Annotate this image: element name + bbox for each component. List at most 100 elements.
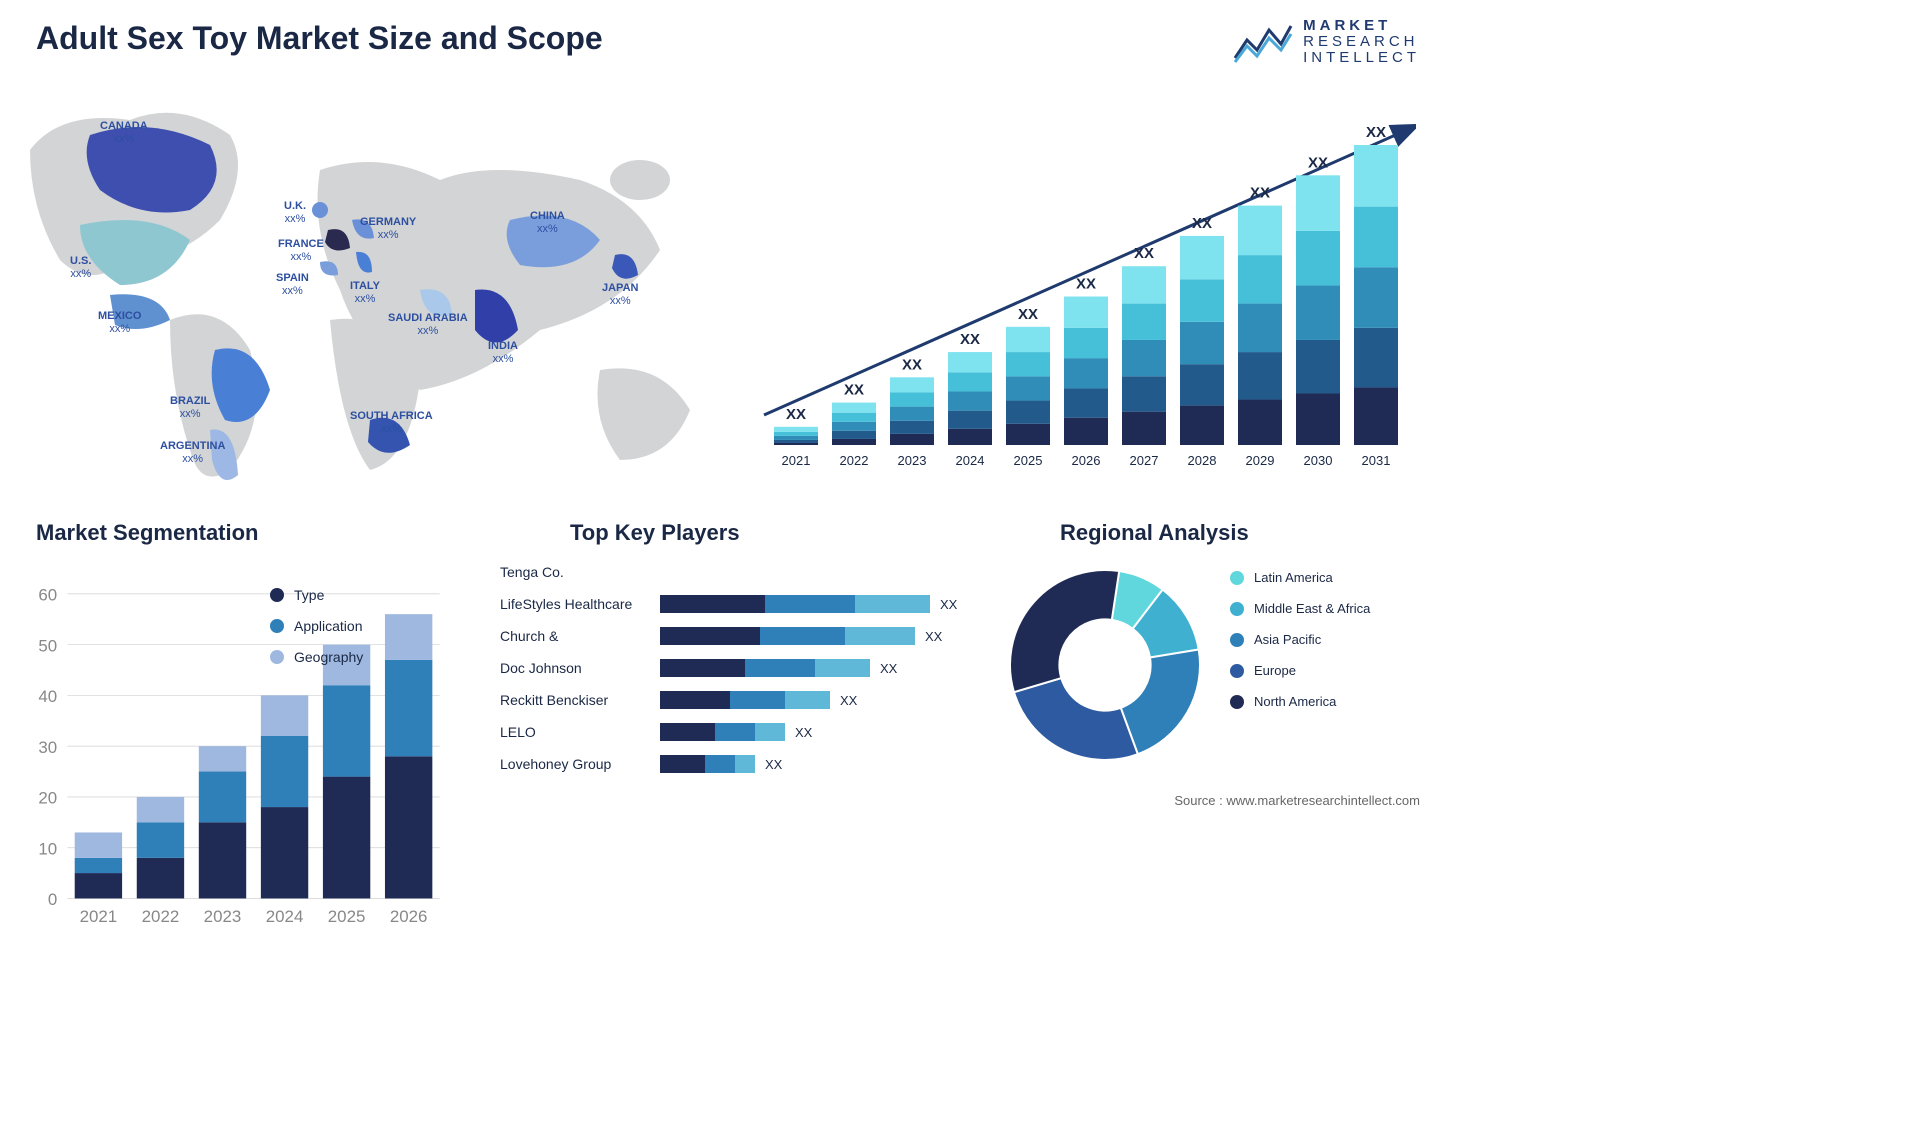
world-map: CANADAxx%U.S.xx%MEXICOxx%BRAZILxx%ARGENT…: [20, 90, 720, 500]
player-value: XX: [925, 629, 942, 644]
map-label-france: FRANCExx%: [278, 238, 324, 263]
svg-text:2021: 2021: [80, 907, 118, 926]
player-name: Church &: [500, 628, 660, 644]
segmentation-title: Market Segmentation: [36, 520, 259, 546]
svg-text:2029: 2029: [1246, 453, 1275, 468]
players-title: Top Key Players: [570, 520, 740, 546]
svg-text:2028: 2028: [1188, 453, 1217, 468]
player-value: XX: [940, 597, 957, 612]
svg-text:XX: XX: [960, 331, 980, 348]
map-label-india: INDIAxx%: [488, 340, 518, 365]
svg-text:20: 20: [38, 789, 57, 808]
player-row: Doc Johnson XX: [500, 652, 980, 684]
map-label-saudi-arabia: SAUDI ARABIAxx%: [388, 312, 468, 337]
player-name: Lovehoney Group: [500, 756, 660, 772]
svg-text:XX: XX: [1366, 124, 1386, 141]
map-label-south-africa: SOUTH AFRICAxx%: [350, 410, 433, 435]
svg-text:2021: 2021: [782, 453, 811, 468]
brand-logo: MARKET RESEARCH INTELLECT: [1233, 18, 1420, 65]
svg-text:XX: XX: [1134, 245, 1154, 262]
segmentation-legend: TypeApplicationGeography: [270, 580, 363, 672]
svg-text:2027: 2027: [1130, 453, 1159, 468]
svg-text:2024: 2024: [266, 907, 304, 926]
logo-mark-icon: [1233, 20, 1293, 64]
svg-text:2024: 2024: [956, 453, 985, 468]
svg-text:XX: XX: [1018, 306, 1038, 323]
player-bar: [660, 755, 755, 773]
regional-title: Regional Analysis: [1060, 520, 1249, 546]
svg-text:60: 60: [38, 586, 57, 605]
player-row: Reckitt Benckiser XX: [500, 684, 980, 716]
svg-text:50: 50: [38, 636, 57, 655]
regional-legend-item: North America: [1230, 694, 1370, 711]
player-row: Lovehoney Group XX: [500, 748, 980, 780]
svg-text:2022: 2022: [142, 907, 180, 926]
regional-legend-item: Europe: [1230, 663, 1370, 680]
svg-text:2022: 2022: [840, 453, 869, 468]
player-value: XX: [765, 757, 782, 772]
svg-text:2023: 2023: [898, 453, 927, 468]
svg-text:2025: 2025: [1014, 453, 1043, 468]
svg-text:2031: 2031: [1362, 453, 1391, 468]
map-label-china: CHINAxx%: [530, 210, 565, 235]
map-label-canada: CANADAxx%: [100, 120, 148, 145]
svg-text:2026: 2026: [390, 907, 428, 926]
svg-text:XX: XX: [1250, 185, 1270, 202]
map-label-argentina: ARGENTINAxx%: [160, 440, 225, 465]
svg-text:XX: XX: [1192, 215, 1212, 232]
player-name: Reckitt Benckiser: [500, 692, 660, 708]
growth-chart-svg: XX 2021 XX 2022 XX 2023 XX 2024 XX 2025 XX 2026 XX 20…: [756, 95, 1416, 475]
player-bar: [660, 595, 930, 613]
player-name: LifeStyles Healthcare: [500, 596, 660, 612]
seg-legend-item: Application: [270, 611, 363, 642]
svg-text:2023: 2023: [204, 907, 242, 926]
key-players-chart: Tenga Co.LifeStyles HealthcareXXChurch &…: [500, 556, 980, 786]
map-label-spain: SPAINxx%: [276, 272, 309, 297]
source-attribution: Source : www.marketresearchintellect.com: [1174, 793, 1420, 808]
svg-text:XX: XX: [1076, 276, 1096, 293]
player-bar: [660, 723, 785, 741]
segmentation-chart: 0102030405060202120222023202420252026: [20, 560, 460, 785]
svg-text:2025: 2025: [328, 907, 366, 926]
svg-text:2026: 2026: [1072, 453, 1101, 468]
seg-legend-item: Geography: [270, 642, 363, 673]
map-label-u.s.: U.S.xx%: [70, 255, 91, 280]
svg-text:0: 0: [48, 890, 57, 909]
player-bar: [660, 691, 830, 709]
map-label-u.k.: U.K.xx%: [284, 200, 306, 225]
regional-legend: Latin America Middle East & Africa Asia Pa…: [1230, 570, 1370, 724]
svg-text:XX: XX: [1308, 154, 1328, 171]
growth-stacked-bar-chart: XX 2021 XX 2022 XX 2023 XX 2024 XX 2025 XX 2026 XX 20…: [756, 95, 1416, 475]
player-name: Doc Johnson: [500, 660, 660, 676]
player-row: LELO XX: [500, 716, 980, 748]
regional-legend-item: Latin America: [1230, 570, 1370, 587]
regional-donut-chart: [1000, 560, 1210, 770]
player-bar: [660, 659, 870, 677]
player-row: LifeStyles Healthcare XX: [500, 588, 980, 620]
map-label-japan: JAPANxx%: [602, 282, 638, 307]
map-label-italy: ITALYxx%: [350, 280, 380, 305]
svg-text:XX: XX: [902, 356, 922, 373]
player-value: XX: [840, 693, 857, 708]
regional-legend-item: Middle East & Africa: [1230, 601, 1370, 618]
player-value: XX: [795, 725, 812, 740]
map-label-germany: GERMANYxx%: [360, 216, 416, 241]
svg-text:10: 10: [38, 839, 57, 858]
svg-text:40: 40: [38, 687, 57, 706]
svg-text:2030: 2030: [1304, 453, 1333, 468]
svg-text:XX: XX: [844, 382, 864, 399]
player-bar: [660, 627, 915, 645]
seg-legend-item: Type: [270, 580, 363, 611]
page-title: Adult Sex Toy Market Size and Scope: [36, 20, 603, 57]
logo-text: MARKET RESEARCH INTELLECT: [1303, 18, 1420, 65]
player-row: Tenga Co.: [500, 556, 980, 588]
segmentation-svg: 0 10 20 30 40 50 60 2021 2022 2023 2024 2025 2026: [20, 560, 460, 941]
regional-legend-item: Asia Pacific: [1230, 632, 1370, 649]
player-value: XX: [880, 661, 897, 676]
player-name: Tenga Co.: [500, 564, 660, 580]
map-label-mexico: MEXICOxx%: [98, 310, 141, 335]
player-row: Church & XX: [500, 620, 980, 652]
player-name: LELO: [500, 724, 660, 740]
svg-text:30: 30: [38, 738, 57, 757]
svg-text:XX: XX: [786, 406, 806, 423]
